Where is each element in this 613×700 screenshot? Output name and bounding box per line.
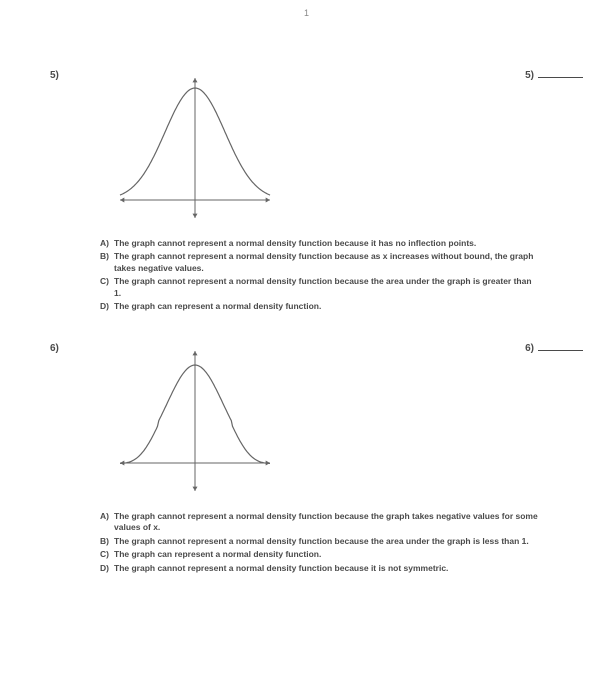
option: D)The graph cannot represent a normal de… bbox=[100, 563, 540, 574]
option-text: The graph cannot represent a normal dens… bbox=[114, 536, 540, 547]
option: B)The graph cannot represent a normal de… bbox=[100, 536, 540, 547]
page-number: 1 bbox=[304, 8, 309, 18]
question-5: 5) 5) A)The graph cannot represent a nor… bbox=[50, 70, 583, 313]
option: B)The graph cannot represent a normal de… bbox=[100, 251, 540, 274]
option: C)The graph cannot represent a normal de… bbox=[100, 276, 540, 299]
normal-curve-dip-icon bbox=[100, 343, 290, 503]
option-text: The graph cannot represent a normal dens… bbox=[114, 276, 540, 299]
option-text: The graph cannot represent a normal dens… bbox=[114, 238, 540, 249]
option-label: A) bbox=[100, 511, 114, 534]
option: A)The graph cannot represent a normal de… bbox=[100, 238, 540, 249]
q5-graph bbox=[100, 70, 583, 230]
q6-graph bbox=[100, 343, 583, 503]
option-text: The graph cannot represent a normal dens… bbox=[114, 563, 540, 574]
q6-number-left: 6) bbox=[50, 343, 59, 354]
q6-options: A)The graph cannot represent a normal de… bbox=[100, 511, 540, 574]
option-label: A) bbox=[100, 238, 114, 249]
q6-number-right: 6) bbox=[525, 343, 583, 354]
option: D)The graph can represent a normal densi… bbox=[100, 301, 540, 312]
option-label: D) bbox=[100, 301, 114, 312]
option: A)The graph cannot represent a normal de… bbox=[100, 511, 540, 534]
option-text: The graph cannot represent a normal dens… bbox=[114, 511, 540, 534]
normal-curve-icon bbox=[100, 70, 290, 230]
option-label: D) bbox=[100, 563, 114, 574]
question-6: 6) 6) A)The graph cannot represent a nor… bbox=[50, 343, 583, 574]
option-text: The graph cannot represent a normal dens… bbox=[114, 251, 540, 274]
option-text: The graph can represent a normal density… bbox=[114, 549, 540, 560]
option-label: C) bbox=[100, 549, 114, 560]
q5-options: A)The graph cannot represent a normal de… bbox=[100, 238, 540, 313]
q5-number-right-label: 5) bbox=[525, 70, 534, 81]
option-text: The graph can represent a normal density… bbox=[114, 301, 540, 312]
content-area: 5) 5) A)The graph cannot represent a nor… bbox=[50, 60, 583, 604]
option-label: B) bbox=[100, 536, 114, 547]
q6-number-right-label: 6) bbox=[525, 343, 534, 354]
option: C)The graph can represent a normal densi… bbox=[100, 549, 540, 560]
option-label: B) bbox=[100, 251, 114, 274]
q5-number-left: 5) bbox=[50, 70, 59, 81]
option-label: C) bbox=[100, 276, 114, 299]
q5-answer-blank bbox=[538, 77, 583, 78]
q5-number-right: 5) bbox=[525, 70, 583, 81]
q6-answer-blank bbox=[538, 350, 583, 351]
